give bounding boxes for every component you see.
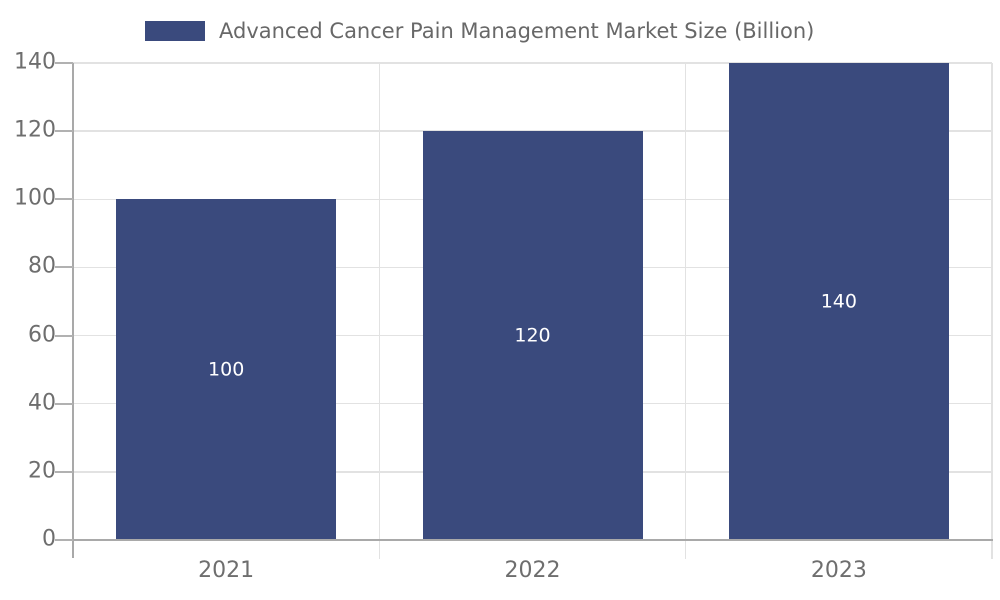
y-axis-label-40: 40 (28, 390, 56, 416)
legend-label[interactable]: Advanced Cancer Pain Management Market S… (219, 19, 815, 43)
y-axis-label-140: 140 (14, 49, 56, 75)
y-tick-mark-80 (55, 266, 73, 269)
bar-value-2022: 120 (514, 324, 551, 347)
x-gridline-1 (378, 63, 381, 559)
x-axis-label-2021: 2021 (198, 558, 255, 583)
y-tick-mark-20 (55, 470, 73, 473)
x-axis-label-2022: 2022 (504, 558, 561, 583)
y-axis-label-60: 60 (28, 322, 56, 348)
y-gridline-140 (73, 62, 992, 64)
bar-2022[interactable] (422, 131, 643, 540)
y-tick-mark-40 (55, 402, 73, 405)
y-axis-label-20: 20 (28, 458, 56, 484)
y-tick-mark-140 (55, 62, 73, 64)
y-tick-mark-120 (55, 130, 73, 133)
bar-value-2021: 100 (208, 358, 245, 381)
y-tick-mark-100 (55, 198, 73, 201)
x-gridline-3 (991, 63, 993, 559)
y-axis-label-0: 0 (42, 526, 56, 552)
x-axis-label-2023: 2023 (810, 558, 867, 583)
chart-legend[interactable]: Advanced Cancer Pain Management Market S… (145, 19, 814, 43)
x-gridline-2 (684, 63, 687, 559)
y-tick-mark-0 (55, 539, 73, 541)
legend-swatch-icon[interactable] (145, 21, 205, 41)
bar-2021[interactable] (116, 199, 337, 540)
y-axis-line (72, 63, 74, 558)
x-axis-line (72, 539, 993, 541)
y-axis-label-100: 100 (14, 185, 56, 211)
y-axis-label-120: 120 (14, 117, 56, 143)
bar-value-2023: 140 (820, 290, 857, 312)
y-axis-label-80: 80 (28, 253, 56, 279)
y-tick-mark-60 (55, 334, 73, 337)
bar-2023[interactable] (728, 63, 949, 540)
